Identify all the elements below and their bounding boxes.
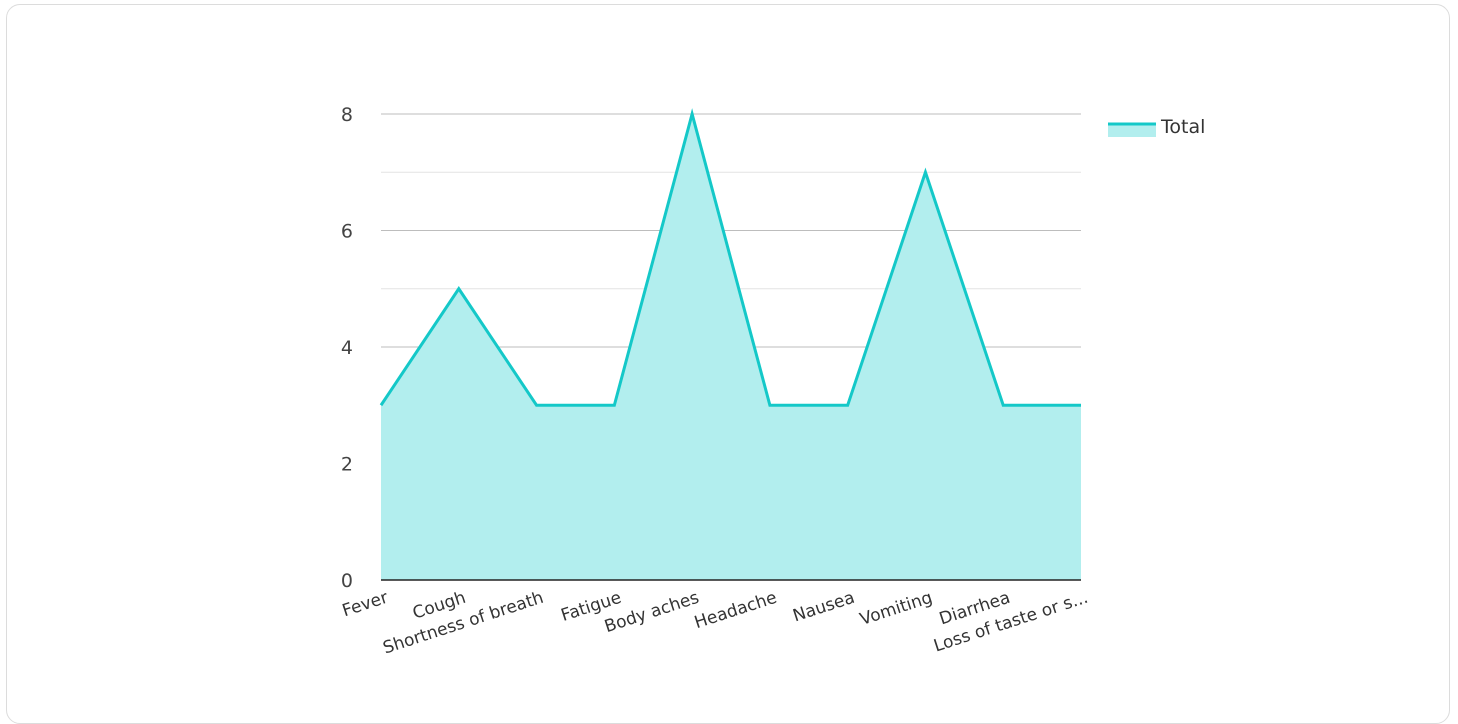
legend[interactable]: Total — [1108, 116, 1205, 138]
legend-swatch-total — [1108, 123, 1156, 137]
x-tick-label: Headache — [692, 588, 779, 633]
series-line-total — [379, 108, 1081, 407]
y-tick-label: 2 — [341, 454, 353, 476]
y-axis-ticks: 0 2 4 6 8 — [341, 104, 353, 592]
y-tick-label: 6 — [341, 221, 353, 243]
y-tick-label: 4 — [341, 337, 353, 359]
x-tick-label: Vomiting — [858, 588, 935, 630]
y-tick-label: 8 — [341, 104, 353, 126]
x-tick-label: Fever — [340, 588, 391, 621]
legend-label-total: Total — [1160, 116, 1205, 138]
x-tick-label: Nausea — [790, 588, 857, 627]
y-tick-label: 0 — [341, 570, 353, 592]
series-area-total — [381, 114, 1081, 580]
